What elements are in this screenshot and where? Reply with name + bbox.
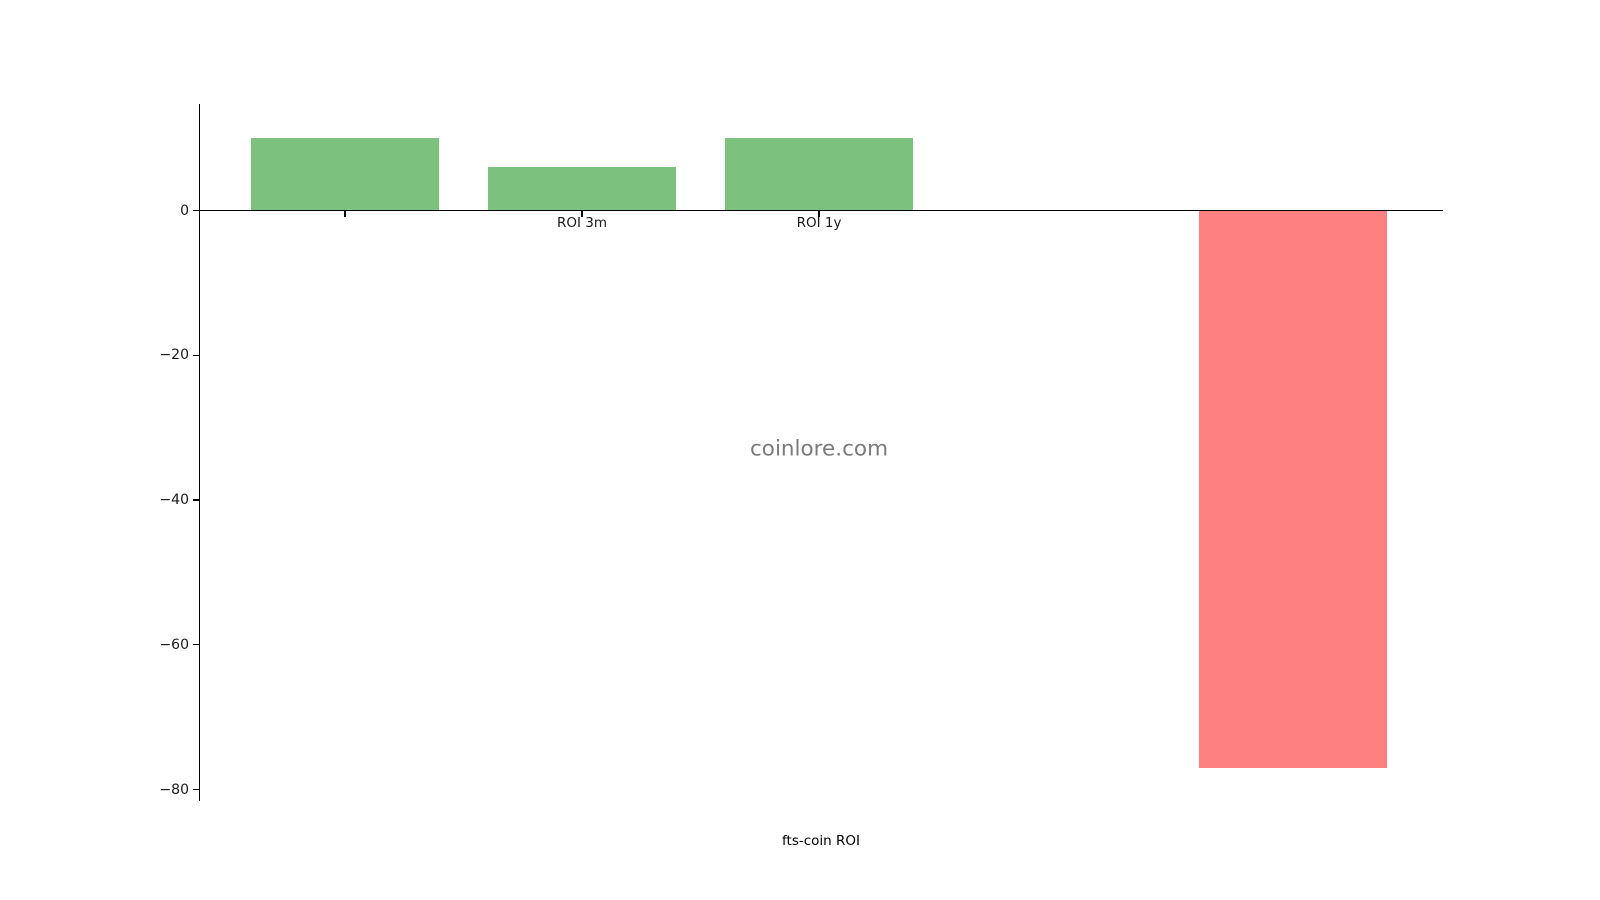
x-tick-mark [818,211,820,218]
bar-slot-4 [1199,210,1387,768]
bar-roi-3m [488,167,676,211]
y-tick-label: −60 [159,636,189,653]
y-tick-label: −80 [159,781,189,798]
y-tick-label: −20 [159,347,189,364]
x-axis-zero-line [199,209,1443,212]
watermark-text: coinlore.com [749,436,889,462]
chart-title: fts-coin ROI [782,833,860,849]
y-tick-mark [193,788,199,791]
bar-slot-0 [251,138,439,211]
x-tick-label: ROI 1y [796,214,842,231]
y-tick-label: −40 [159,492,189,508]
x-tick-mark [581,211,583,218]
x-tick-label: ROI 3m [556,214,608,231]
x-tick-mark [344,211,346,218]
y-tick-label: 0 [180,202,189,219]
bar-roi-1y [725,138,913,211]
y-tick-mark [193,499,199,501]
y-tick-mark [193,354,199,356]
y-tick-mark [193,644,199,646]
y-tick-mark [193,209,199,212]
y-axis-line [198,104,200,801]
